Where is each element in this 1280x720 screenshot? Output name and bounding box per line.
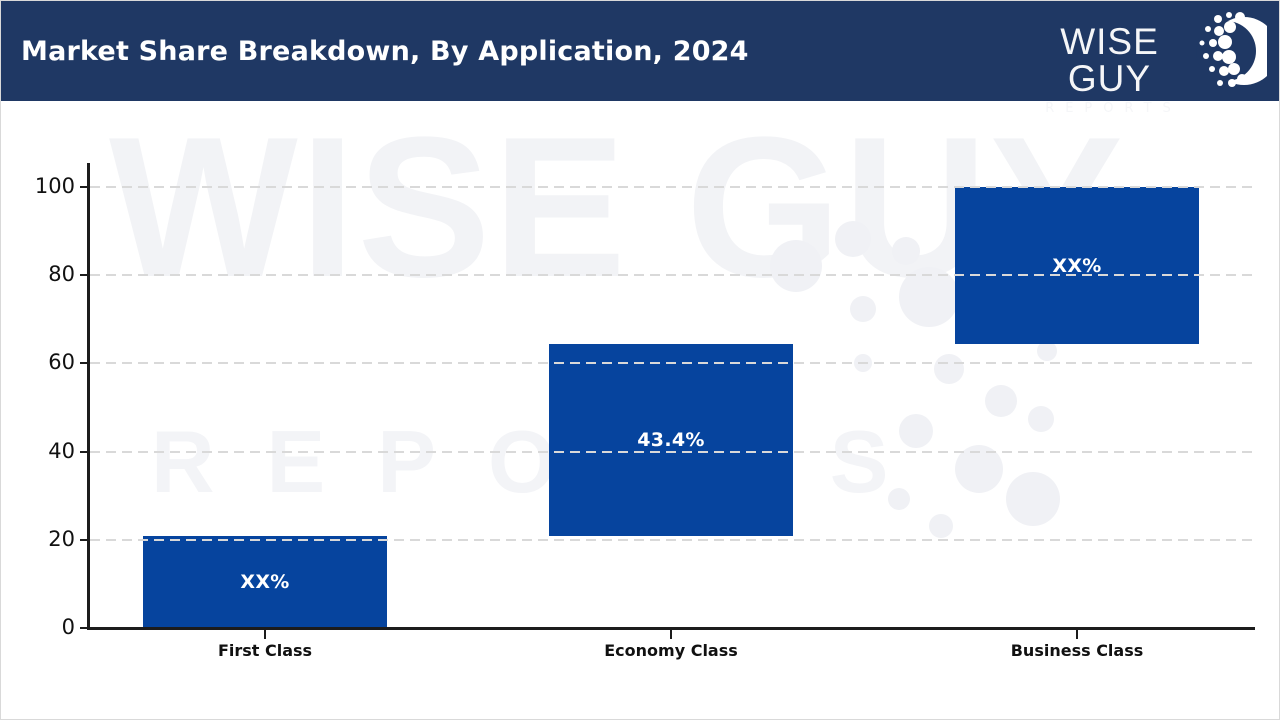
bar-economy-class: 43.4%	[549, 344, 793, 536]
gridline	[90, 274, 1254, 277]
x-tick-label-first-class: First Class	[217, 641, 313, 660]
x-tick-label-business-class: Business Class	[1010, 641, 1144, 660]
y-tick-mark	[80, 274, 89, 277]
y-tick-label: 40	[48, 438, 75, 463]
header-bar: Market Share Breakdown, By Application, …	[1, 1, 1279, 116]
logo-wordmark: WISE GUY	[1060, 21, 1159, 99]
y-tick-label: 0	[61, 615, 75, 639]
y-tick-mark	[80, 186, 89, 188]
y-tick-label: 80	[48, 262, 75, 287]
y-tick-mark	[80, 538, 89, 541]
bar-first-class: XX%	[143, 535, 387, 628]
y-axis-spine	[87, 163, 90, 630]
gridline	[90, 362, 1254, 365]
gridline	[90, 538, 1254, 541]
bar-value-label: 43.4%	[637, 429, 705, 452]
bar-value-label: XX%	[1052, 254, 1102, 277]
wise-guy-reports-logo: WISE GUY REPORTS	[1017, 7, 1267, 116]
gridline	[90, 186, 1254, 188]
logo-text: WISE GUY REPORTS	[1017, 23, 1202, 116]
y-tick-mark	[80, 627, 89, 629]
x-tick-mark	[670, 630, 672, 639]
x-tick-label-economy-class: Economy Class	[604, 641, 738, 660]
bar-business-class: XX%	[955, 187, 1199, 345]
x-tick-mark	[264, 630, 266, 639]
bar-value-label: XX%	[240, 570, 290, 593]
y-tick-label: 20	[48, 526, 75, 551]
gridline	[90, 450, 1254, 453]
x-tick-mark	[1076, 630, 1078, 639]
logo-face-icon	[1196, 12, 1267, 87]
x-axis-line	[89, 627, 1255, 630]
y-tick-label: 60	[48, 350, 75, 375]
logo-subtitle: REPORTS	[1045, 101, 1182, 116]
page-title: Market Share Breakdown, By Application, …	[21, 35, 749, 67]
y-tick-mark	[80, 362, 89, 365]
y-tick-mark	[80, 450, 89, 453]
y-tick-label: 100	[34, 174, 75, 198]
